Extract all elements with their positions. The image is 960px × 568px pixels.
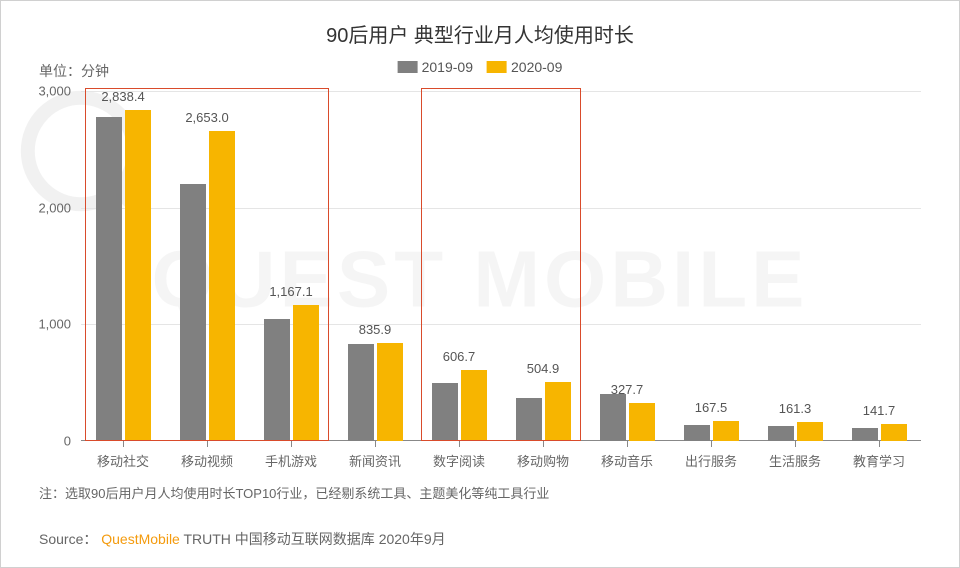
bar bbox=[684, 425, 710, 441]
ytick-label: 0 bbox=[64, 434, 71, 449]
bar-value-label: 2,838.4 bbox=[101, 89, 144, 104]
xtick-label: 移动购物 bbox=[517, 451, 569, 470]
bar bbox=[600, 394, 626, 441]
bar bbox=[377, 343, 403, 441]
xtick-mark bbox=[291, 441, 292, 447]
bar-value-label: 2,653.0 bbox=[185, 110, 228, 125]
footnote: 注：选取90后用户月人均使用时长TOP10行业，已经剔系统工具、主题美化等纯工具… bbox=[39, 483, 549, 502]
ytick-label: 2,000 bbox=[38, 200, 71, 215]
bar bbox=[516, 398, 542, 441]
bar bbox=[768, 426, 794, 441]
xtick-label: 生活服务 bbox=[769, 451, 821, 470]
xtick-mark bbox=[543, 441, 544, 447]
bar bbox=[293, 305, 319, 441]
legend-label-2019: 2019-09 bbox=[422, 59, 473, 75]
bar bbox=[432, 383, 458, 441]
bar bbox=[797, 422, 823, 441]
xtick-mark bbox=[375, 441, 376, 447]
bar bbox=[96, 117, 122, 441]
bar bbox=[125, 110, 151, 441]
bar-value-label: 1,167.1 bbox=[269, 284, 312, 299]
bar-value-label: 606.7 bbox=[443, 349, 476, 364]
xtick-mark bbox=[879, 441, 880, 447]
source-brand: QuestMobile bbox=[101, 531, 180, 547]
bar-value-label: 167.5 bbox=[695, 400, 728, 415]
bar bbox=[881, 424, 907, 441]
xtick-mark bbox=[207, 441, 208, 447]
chart-title: 90后用户 典型行业月人均使用时长 bbox=[1, 19, 959, 48]
xtick-label: 数字阅读 bbox=[433, 451, 485, 470]
bar-value-label: 161.3 bbox=[779, 401, 812, 416]
legend-swatch-2019 bbox=[398, 61, 418, 73]
bar bbox=[209, 131, 235, 441]
bar bbox=[180, 184, 206, 441]
legend: 2019-09 2020-09 bbox=[398, 59, 563, 75]
legend-swatch-2020 bbox=[487, 61, 507, 73]
xtick-label: 教育学习 bbox=[853, 451, 905, 470]
legend-label-2020: 2020-09 bbox=[511, 59, 562, 75]
bar bbox=[461, 370, 487, 441]
bar-value-label: 504.9 bbox=[527, 361, 560, 376]
bar bbox=[348, 344, 374, 441]
xtick-label: 移动社交 bbox=[97, 451, 149, 470]
unit-label: 单位：分钟 bbox=[39, 61, 109, 81]
xtick-label: 手机游戏 bbox=[265, 451, 317, 470]
xtick-mark bbox=[459, 441, 460, 447]
xtick-label: 出行服务 bbox=[685, 451, 737, 470]
xtick-label: 新闻资讯 bbox=[349, 451, 401, 470]
bar bbox=[545, 382, 571, 441]
ytick-label: 1,000 bbox=[38, 317, 71, 332]
source-prefix: Source： bbox=[39, 531, 97, 547]
bar bbox=[713, 421, 739, 441]
gridline bbox=[81, 208, 921, 209]
legend-item-2020: 2020-09 bbox=[487, 59, 562, 75]
bar bbox=[264, 319, 290, 442]
xtick-mark bbox=[627, 441, 628, 447]
source-rest: TRUTH 中国移动互联网数据库 2020年9月 bbox=[183, 531, 445, 547]
source-line: Source： QuestMobile TRUTH 中国移动互联网数据库 202… bbox=[39, 529, 446, 549]
gridline bbox=[81, 91, 921, 92]
xtick-mark bbox=[711, 441, 712, 447]
gridline bbox=[81, 324, 921, 325]
chart-area: 3,0002,0001,0000移动社交2,838.4移动视频2,653.0手机… bbox=[81, 91, 921, 441]
bar-value-label: 835.9 bbox=[359, 322, 392, 337]
bar bbox=[629, 403, 655, 441]
legend-item-2019: 2019-09 bbox=[398, 59, 473, 75]
bar-value-label: 327.7 bbox=[611, 382, 644, 397]
xtick-label: 移动视频 bbox=[181, 451, 233, 470]
xtick-mark bbox=[123, 441, 124, 447]
ytick-label: 3,000 bbox=[38, 84, 71, 99]
bar bbox=[852, 428, 878, 441]
xtick-mark bbox=[795, 441, 796, 447]
bar-value-label: 141.7 bbox=[863, 403, 896, 418]
xtick-label: 移动音乐 bbox=[601, 451, 653, 470]
